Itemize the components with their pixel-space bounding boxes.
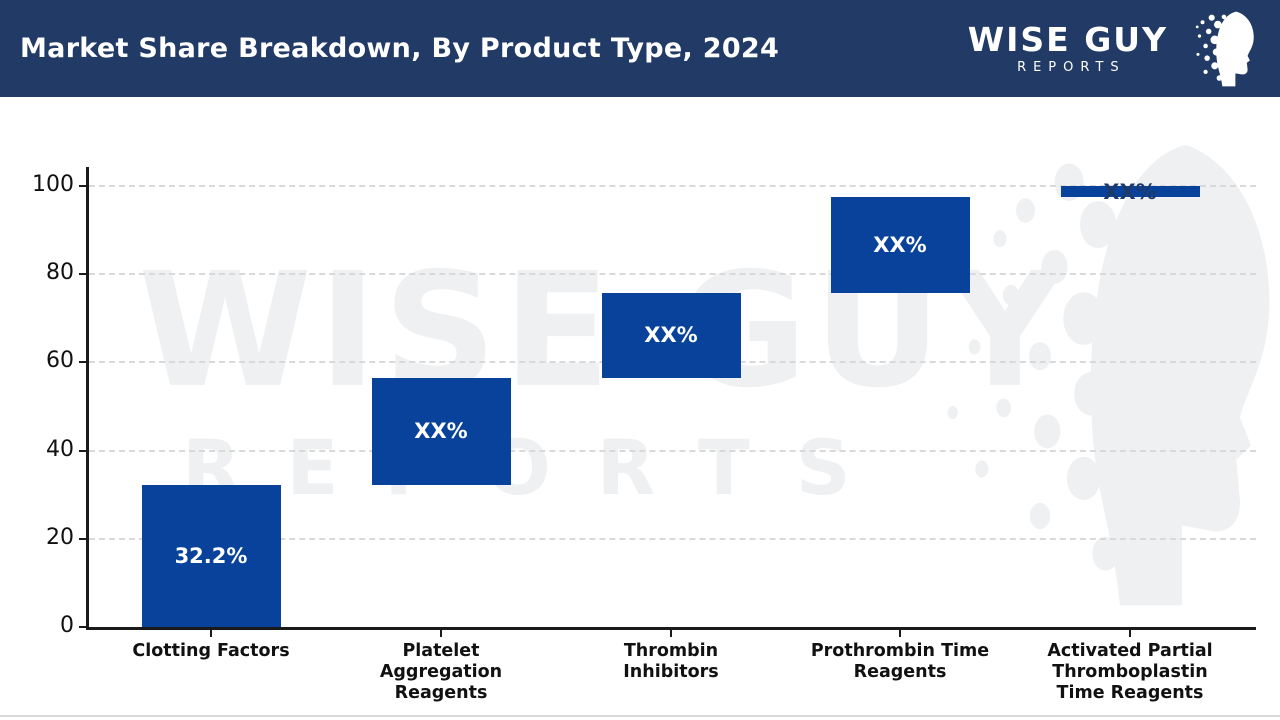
wiseguy-logo: WISE GUY REPORTS <box>968 8 1256 90</box>
wiseguy-head-icon <box>1195 11 1254 86</box>
x-category-label-1: Platelet Aggregation Reagents <box>379 641 503 703</box>
y-tick-mark-20 <box>79 537 86 540</box>
logo-wordmark: WISE GUY REPORTS <box>968 23 1168 74</box>
watermark-head-icon <box>947 144 1270 606</box>
logo-wordmark-main: WISE GUY <box>967 20 1168 59</box>
y-tick-label-0: 0 <box>60 613 74 638</box>
bar-1: XX% <box>371 377 511 485</box>
logo-wordmark-sub: REPORTS <box>1017 60 1126 75</box>
bar-2: XX% <box>601 292 741 378</box>
bar-4: XX% <box>1060 180 1200 204</box>
x-tick-mark-0 <box>210 630 212 637</box>
x-tick-mark-4 <box>1129 630 1131 637</box>
y-tick-label-60: 60 <box>46 348 74 374</box>
gridline-40 <box>89 449 1256 452</box>
gridline-100 <box>89 185 1256 187</box>
bar-value-label-4: XX% <box>1103 179 1157 204</box>
y-axis-spine <box>86 167 89 630</box>
y-tick-mark-80 <box>79 273 86 276</box>
chart-title: Market Share Breakdown, By Product Type,… <box>20 33 780 64</box>
x-tick-mark-1 <box>440 630 442 637</box>
footer-divider <box>0 715 1280 717</box>
x-category-label-2: Thrombin Inhibitors <box>623 641 719 682</box>
bar-value-label-0: 32.2% <box>174 543 248 568</box>
gridline-20 <box>89 537 1256 540</box>
y-tick-mark-0 <box>79 626 86 628</box>
y-tick-label-20: 20 <box>46 524 74 550</box>
header-banner: Market Share Breakdown, By Product Type,… <box>0 0 1280 97</box>
x-category-label-0: Clotting Factors <box>132 641 290 661</box>
y-tick-label-80: 80 <box>46 260 74 286</box>
bar-3: XX% <box>830 197 970 293</box>
y-tick-mark-60 <box>79 361 86 364</box>
y-tick-label-100: 100 <box>32 172 74 197</box>
bar-value-label-1: XX% <box>414 419 468 444</box>
bar-0: 32.2% <box>141 484 281 627</box>
bar-value-label-3: XX% <box>873 232 927 257</box>
x-axis-spine <box>86 627 1256 630</box>
y-tick-label-40: 40 <box>46 436 74 462</box>
y-tick-mark-40 <box>79 449 86 452</box>
bar-value-label-2: XX% <box>644 323 698 348</box>
x-category-label-3: Prothrombin Time Reagents <box>810 641 990 682</box>
x-category-label-4: Activated Partial Thromboplastin Time Re… <box>1047 641 1213 703</box>
y-tick-mark-100 <box>79 185 86 187</box>
x-tick-mark-2 <box>670 630 672 637</box>
watermark-wordmark-sub: REPORTS <box>182 423 897 512</box>
gridline-80 <box>89 273 1256 276</box>
x-tick-mark-3 <box>899 630 901 637</box>
